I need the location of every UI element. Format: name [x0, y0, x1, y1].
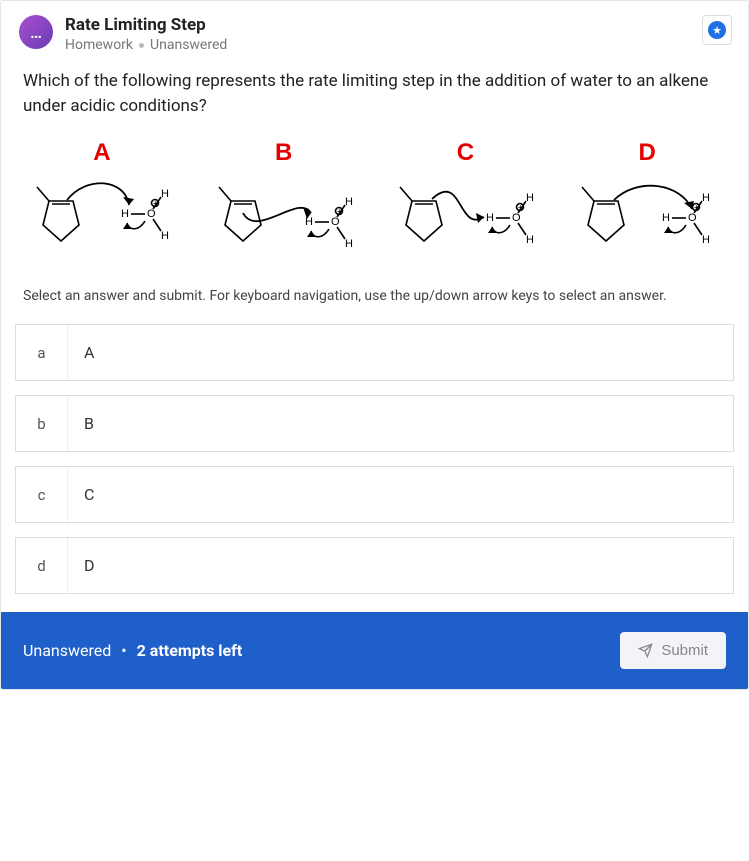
chem-structure-d: H O + H H [562, 173, 732, 265]
svg-text:H: H [121, 208, 129, 220]
question-card: … Rate Limiting Step Homework Unanswered… [0, 0, 749, 690]
figure-label-b: B [193, 139, 375, 167]
question-title: Rate Limiting Step [65, 15, 730, 35]
question-meta: Homework Unanswered [65, 37, 730, 53]
svg-text:H: H [702, 234, 710, 246]
option-label: C [68, 467, 110, 522]
answer-figure: A H O + H H [1, 133, 748, 275]
figure-option-d: D H O + H H [556, 139, 738, 265]
meta-category: Homework [65, 37, 133, 53]
option-b[interactable]: b B [15, 395, 734, 452]
option-a[interactable]: a A [15, 324, 734, 381]
meta-separator-icon [139, 43, 144, 48]
footer-status-text: Unanswered [23, 641, 111, 660]
figure-label-c: C [375, 139, 557, 167]
submit-button-label: Submit [661, 642, 708, 659]
option-label: D [68, 538, 111, 593]
submit-button[interactable]: Submit [620, 632, 726, 669]
option-label: A [68, 325, 110, 380]
svg-text:H: H [486, 212, 494, 224]
option-key: d [16, 538, 68, 593]
card-footer: Unanswered • 2 attempts left Submit [1, 612, 748, 689]
footer-attempts: 2 attempts left [137, 641, 243, 660]
category-avatar: … [19, 15, 53, 49]
svg-text:H: H [702, 192, 710, 204]
svg-text:H: H [345, 238, 353, 250]
options-list: a A b B c C d D [1, 324, 748, 612]
option-d[interactable]: d D [15, 537, 734, 594]
footer-separator-icon: • [121, 641, 126, 660]
svg-text:O: O [147, 208, 156, 220]
option-key: c [16, 467, 68, 522]
chem-structure-a: H O + H H [17, 173, 187, 265]
svg-text:O: O [512, 212, 521, 224]
meta-status: Unanswered [150, 37, 227, 53]
avatar-glyph: … [30, 23, 42, 42]
svg-text:H: H [305, 216, 313, 228]
chem-structure-c: H O + H H [380, 173, 550, 265]
figure-label-a: A [11, 139, 193, 167]
svg-text:H: H [161, 188, 169, 200]
svg-text:H: H [161, 230, 169, 242]
instructions-text: Select an answer and submit. For keyboar… [1, 275, 748, 317]
option-key: a [16, 325, 68, 380]
bookmark-button[interactable]: ★ [702, 15, 732, 45]
chem-structure-b: H O + H H [199, 173, 369, 265]
svg-text:H: H [526, 192, 534, 204]
figure-label-d: D [556, 139, 738, 167]
star-icon: ★ [708, 21, 726, 39]
figure-option-c: C H O + H H [375, 139, 557, 265]
option-label: B [68, 396, 110, 451]
footer-status: Unanswered • 2 attempts left [23, 641, 242, 660]
title-block: Rate Limiting Step Homework Unanswered [65, 15, 730, 53]
paper-plane-icon [638, 643, 653, 658]
svg-text:H: H [345, 196, 353, 208]
svg-text:H: H [526, 234, 534, 246]
svg-text:O: O [688, 212, 697, 224]
question-text: Which of the following represents the ra… [1, 59, 748, 132]
card-header: … Rate Limiting Step Homework Unanswered… [1, 1, 748, 59]
option-key: b [16, 396, 68, 451]
figure-option-b: B H O + H H [193, 139, 375, 265]
figure-option-a: A H O + H H [11, 139, 193, 265]
option-c[interactable]: c C [15, 466, 734, 523]
svg-text:H: H [662, 212, 670, 224]
svg-text:O: O [331, 216, 340, 228]
